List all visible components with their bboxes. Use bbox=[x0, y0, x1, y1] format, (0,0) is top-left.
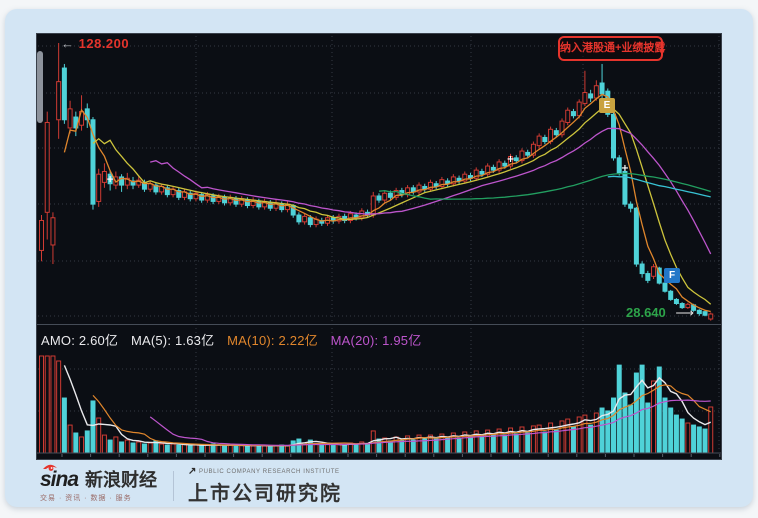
volume-legend: AMO: 2.60亿 MA(5): 1.63亿 MA(10): 2.22亿 MA… bbox=[41, 330, 430, 349]
kline-chart-panel: ← 128.200 纳入港股通+业绩披露 E F 28.640 ⟶ AMO: 2… bbox=[36, 33, 722, 460]
legend-amo: AMO: 2.60亿 bbox=[41, 333, 119, 348]
legend-ma10: MA(10): 2.22亿 bbox=[227, 333, 318, 348]
legend-ma5: MA(5): 1.63亿 bbox=[130, 333, 215, 348]
footer-divider bbox=[173, 471, 175, 501]
institute-logo: ↗ PUBLIC COMPANY RESEARCH INSTITUTE 上市公司… bbox=[188, 466, 342, 506]
last-price-value: 28.640 bbox=[626, 305, 666, 320]
highest-price-label: ← 128.200 bbox=[61, 36, 129, 51]
legend-ma20: MA(20): 1.95亿 bbox=[330, 333, 422, 348]
kline-chart-canvas[interactable] bbox=[37, 34, 721, 459]
right-arrow-icon: ⟶ bbox=[675, 305, 695, 320]
event-annotation-box: 纳入港股通+业绩披露 bbox=[558, 36, 665, 61]
sina-logo: sina 新浪财经 交易 · 资讯 · 数据 · 服务 bbox=[40, 464, 158, 503]
institute-name-cn: 上市公司研究院 bbox=[188, 483, 343, 505]
sina-eye-icon bbox=[43, 464, 57, 471]
event-badge-f[interactable]: F bbox=[664, 268, 680, 283]
institute-arrow-icon: ↗ bbox=[188, 466, 198, 477]
left-arrow-icon: ← bbox=[61, 36, 75, 51]
footer-logos: sina 新浪财经 交易 · 资讯 · 数据 · 服务 ↗ PUBLIC COM… bbox=[40, 464, 342, 506]
left-scrollbar-thumb[interactable] bbox=[37, 51, 43, 123]
highest-price-value: 128.200 bbox=[78, 36, 130, 51]
last-price-label: 28.640 ⟶ bbox=[626, 305, 694, 321]
sina-wordmark: sina bbox=[40, 467, 79, 491]
event-badge-e[interactable]: E bbox=[599, 98, 615, 113]
sina-tagline: 交易 · 资讯 · 数据 · 服务 bbox=[40, 494, 132, 502]
sina-finance-brand: 新浪财经 bbox=[85, 469, 158, 490]
institute-name-en: PUBLIC COMPANY RESEARCH INSTITUTE bbox=[199, 468, 340, 475]
